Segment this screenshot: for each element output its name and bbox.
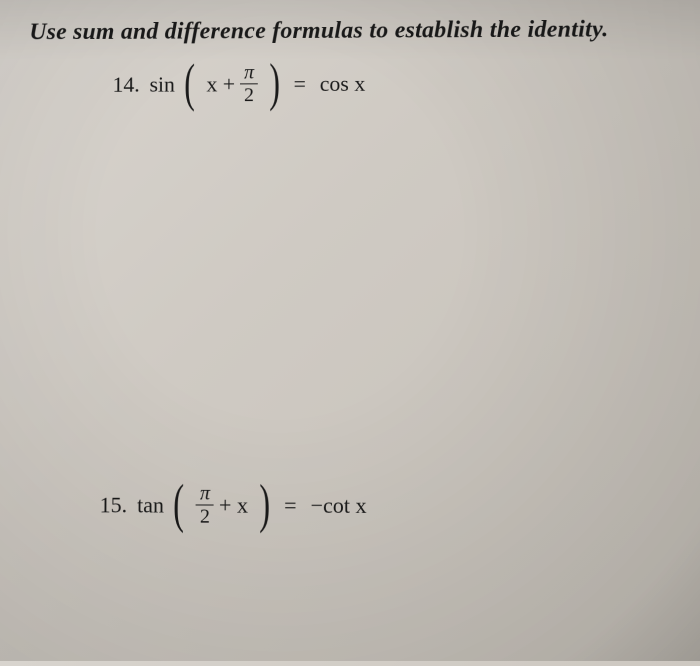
instruction-text: Use sum and difference formulas to estab… [29, 16, 658, 46]
fraction: π 2 [240, 63, 258, 105]
arg-right: + x [219, 492, 248, 518]
fraction: π 2 [196, 483, 214, 526]
argument: x + π 2 [204, 63, 259, 106]
right-hand-side: cos x [320, 71, 365, 97]
arg-left: x + [206, 71, 235, 97]
fraction-denominator: 2 [240, 83, 258, 105]
fraction-denominator: 2 [196, 504, 214, 526]
function-name: tan [137, 492, 164, 518]
problem-number: 14. [112, 72, 139, 98]
worksheet-page: Use sum and difference formulas to estab… [0, 1, 700, 665]
right-hand-side: −cot x [311, 492, 367, 518]
problem-15: 15. tan ( π 2 + x ) = −cot x [100, 483, 664, 528]
equals-sign: = [294, 71, 306, 97]
problem-14: 14. sin ( x + π 2 ) = cos x [112, 61, 659, 106]
argument: π 2 + x [194, 483, 250, 526]
fraction-numerator: π [240, 63, 258, 84]
equals-sign: = [284, 492, 297, 518]
problem-number: 15. [100, 492, 128, 518]
function-name: sin [149, 71, 175, 97]
fraction-numerator: π [196, 483, 214, 504]
